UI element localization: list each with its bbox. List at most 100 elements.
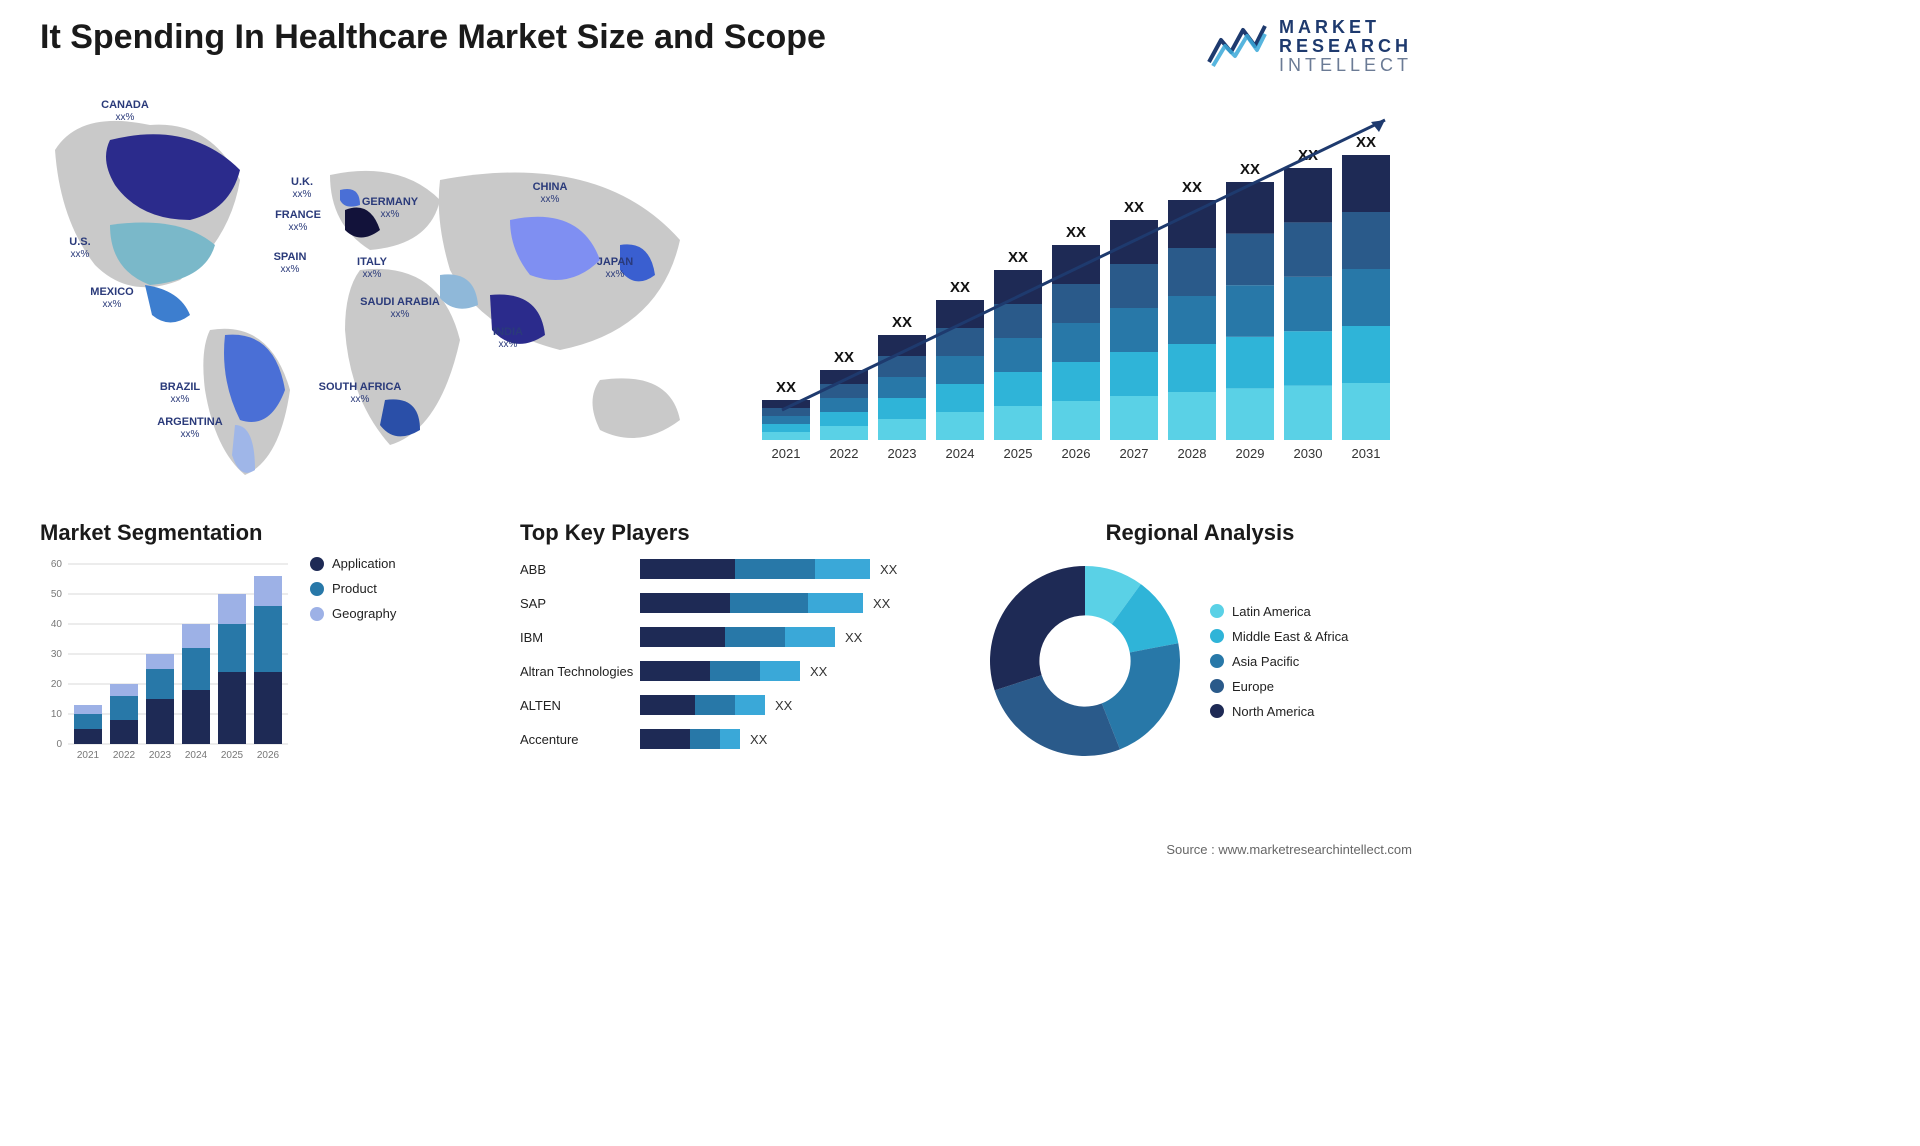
regional-legend-label: Europe xyxy=(1232,679,1274,694)
growth-year-label: 2029 xyxy=(1236,446,1265,461)
map-label-pct: xx% xyxy=(351,394,370,405)
map-label: ITALY xyxy=(357,256,388,268)
map-label-pct: xx% xyxy=(381,209,400,220)
seg-year-label: 2024 xyxy=(185,750,208,761)
logo-line3: INTELLECT xyxy=(1279,56,1412,75)
logo-line1: MARKET xyxy=(1279,18,1412,37)
growth-bar-value: XX xyxy=(776,379,796,396)
swatch-icon xyxy=(310,582,324,596)
player-bar xyxy=(640,559,870,579)
map-label-pct: xx% xyxy=(116,112,135,123)
seg-ytick: 40 xyxy=(51,619,63,630)
map-label: GERMANY xyxy=(362,196,419,208)
map-label: INDIA xyxy=(493,326,523,338)
seg-year-label: 2022 xyxy=(113,750,136,761)
player-bar-seg xyxy=(695,695,735,715)
growth-year-label: 2025 xyxy=(1004,446,1033,461)
map-label-pct: xx% xyxy=(606,269,625,280)
seg-legend-item: Application xyxy=(310,556,396,571)
growth-year-label: 2027 xyxy=(1120,446,1149,461)
map-label-pct: xx% xyxy=(363,269,382,280)
growth-year-label: 2031 xyxy=(1352,446,1381,461)
player-value: XX xyxy=(873,596,890,611)
player-bar-seg xyxy=(690,729,720,749)
map-label: CHINA xyxy=(533,181,568,193)
growth-bar-value: XX xyxy=(1182,179,1202,196)
seg-legend-label: Geography xyxy=(332,606,396,621)
player-bar-seg xyxy=(720,729,740,749)
seg-year-label: 2023 xyxy=(149,750,172,761)
growth-year-label: 2030 xyxy=(1294,446,1323,461)
regional-title: Regional Analysis xyxy=(980,520,1420,546)
seg-ytick: 0 xyxy=(56,739,62,750)
growth-year-label: 2021 xyxy=(772,446,801,461)
player-name: IBM xyxy=(520,630,640,645)
growth-bar-value: XX xyxy=(1124,199,1144,216)
player-value: XX xyxy=(810,664,827,679)
growth-chart: XX2021XX2022XX2023XX2024XX2025XX2026XX20… xyxy=(752,100,1412,470)
player-value: XX xyxy=(750,732,767,747)
seg-legend-item: Product xyxy=(310,581,396,596)
segmentation-legend: Application Product Geography xyxy=(310,556,396,766)
map-label-pct: xx% xyxy=(171,394,190,405)
regional-legend-item: Latin America xyxy=(1210,604,1348,619)
logo-line2: RESEARCH xyxy=(1279,37,1412,56)
seg-legend-item: Geography xyxy=(310,606,396,621)
player-bar-seg xyxy=(640,559,735,579)
key-players-panel: Top Key Players ABBXXSAPXXIBMXXAltran Te… xyxy=(520,520,950,800)
growth-bar-value: XX xyxy=(1066,224,1086,241)
brand-logo: MARKET RESEARCH INTELLECT xyxy=(1207,18,1412,75)
player-bar xyxy=(640,593,863,613)
map-label: SPAIN xyxy=(274,251,307,263)
seg-ytick: 50 xyxy=(51,589,63,600)
player-bar-seg xyxy=(730,593,808,613)
growth-year-label: 2026 xyxy=(1062,446,1091,461)
seg-legend-label: Product xyxy=(332,581,377,596)
player-bar xyxy=(640,661,800,681)
player-name: SAP xyxy=(520,596,640,611)
map-label: CANADA xyxy=(101,99,149,111)
page-title: It Spending In Healthcare Market Size an… xyxy=(40,18,826,57)
world-map: CANADAxx%U.S.xx%MEXICOxx%BRAZILxx%ARGENT… xyxy=(40,90,720,490)
regional-legend-label: Asia Pacific xyxy=(1232,654,1299,669)
world-map-panel: CANADAxx%U.S.xx%MEXICOxx%BRAZILxx%ARGENT… xyxy=(40,90,720,490)
player-bar xyxy=(640,729,740,749)
player-bar xyxy=(640,695,765,715)
map-label: SOUTH AFRICA xyxy=(319,381,402,393)
regional-panel: Regional Analysis Latin AmericaMiddle Ea… xyxy=(980,520,1420,800)
player-bar-seg xyxy=(735,559,815,579)
map-label-pct: xx% xyxy=(71,249,90,260)
seg-ytick: 30 xyxy=(51,649,63,660)
player-bar-seg xyxy=(815,559,870,579)
segmentation-panel: Market Segmentation 01020304050602021202… xyxy=(40,520,440,800)
regional-legend-item: Europe xyxy=(1210,679,1348,694)
key-players-title: Top Key Players xyxy=(520,520,950,546)
player-value: XX xyxy=(845,630,862,645)
growth-bar-value: XX xyxy=(834,349,854,366)
player-bar-seg xyxy=(735,695,765,715)
map-label-pct: xx% xyxy=(391,309,410,320)
map-label: BRAZIL xyxy=(160,381,201,393)
player-row: ALTENXX xyxy=(520,692,950,718)
map-label: JAPAN xyxy=(597,256,634,268)
map-label-pct: xx% xyxy=(293,189,312,200)
player-bar-seg xyxy=(710,661,760,681)
map-label: ARGENTINA xyxy=(157,416,222,428)
regional-legend: Latin AmericaMiddle East & AfricaAsia Pa… xyxy=(1210,604,1348,719)
regional-legend-label: Latin America xyxy=(1232,604,1311,619)
player-bar-seg xyxy=(640,661,710,681)
map-label: U.S. xyxy=(69,236,90,248)
player-row: IBM XX xyxy=(520,624,950,650)
player-row: Altran Technologies XX xyxy=(520,658,950,684)
player-name: Accenture xyxy=(520,732,640,747)
map-label-pct: xx% xyxy=(181,429,200,440)
map-label-pct: xx% xyxy=(281,264,300,275)
player-name: Altran Technologies xyxy=(520,664,640,679)
map-label-pct: xx% xyxy=(289,222,308,233)
growth-bar-value: XX xyxy=(1356,134,1376,151)
player-value: XX xyxy=(775,698,792,713)
seg-year-label: 2026 xyxy=(257,750,280,761)
growth-year-label: 2024 xyxy=(946,446,975,461)
map-label: SAUDI ARABIA xyxy=(360,296,440,308)
seg-ytick: 20 xyxy=(51,679,63,690)
